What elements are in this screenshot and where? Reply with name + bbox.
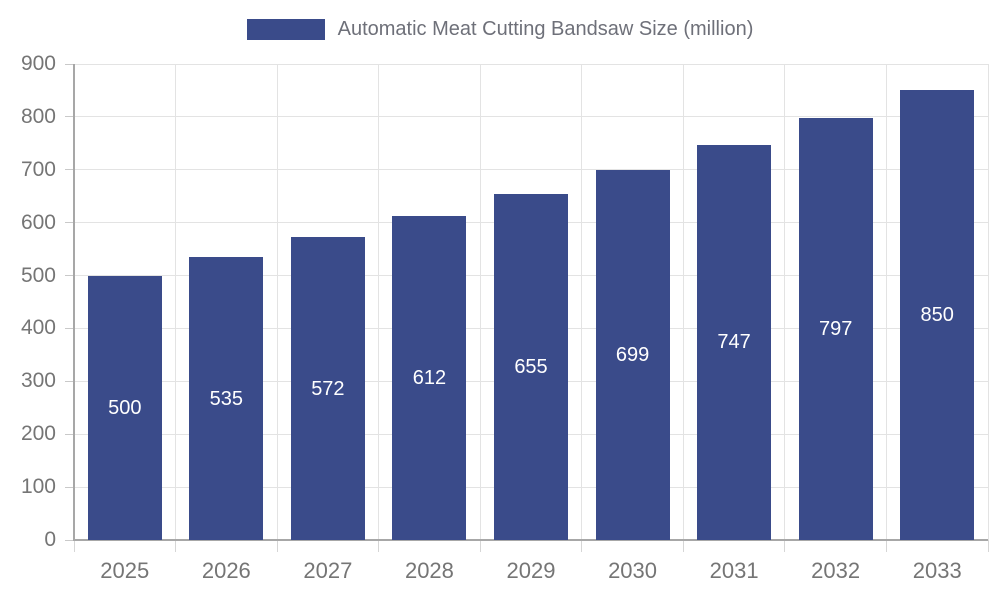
x-axis-tick: [581, 540, 583, 552]
x-tick-label: 2026: [201, 558, 251, 583]
bar-value-label: 535: [209, 387, 244, 410]
bar-value-label: 797: [818, 318, 853, 341]
y-tick-label: 100: [20, 475, 56, 499]
plot-area: 0 100 200 300 400 500 600 700 800 900 500 2025 535 20…: [21, 53, 989, 583]
y-axis-tick: [65, 275, 74, 277]
y-axis-tick: [65, 116, 74, 118]
bar-2030[interactable]: [595, 170, 670, 540]
x-boundary-gridline: [885, 64, 887, 540]
bar-value-label: 612: [412, 367, 447, 390]
x-axis-tick: [479, 540, 481, 552]
x-axis-tick: [73, 540, 75, 552]
x-tick-label: 2025: [100, 558, 150, 583]
x-tick-label: 2033: [912, 558, 962, 583]
y-axis-line: [73, 64, 75, 541]
x-tick-label: 2027: [303, 558, 353, 583]
bar-value-label: 699: [615, 344, 650, 367]
y-axis-tick: [65, 539, 74, 541]
x-boundary-gridline: [987, 64, 989, 540]
bar-value-label: 747: [717, 331, 751, 354]
x-tick-label: 2029: [506, 558, 556, 583]
y-tick-label: 900: [20, 52, 56, 75]
x-tick-label: 2032: [811, 558, 861, 583]
x-boundary-gridline: [479, 64, 481, 540]
y-gridline: [74, 63, 988, 65]
bar-2028[interactable]: [392, 216, 467, 540]
x-axis-tick: [175, 540, 177, 552]
y-axis-tick: [65, 169, 74, 171]
legend-swatch: [246, 19, 325, 40]
legend-item[interactable]: Automatic Meat Cutting Bandsaw Size (mil…: [0, 18, 1000, 41]
y-tick-label: 800: [20, 104, 56, 128]
y-axis-tick: [65, 380, 74, 382]
bar-value-label: 500: [108, 396, 142, 419]
y-gridline: [74, 169, 988, 171]
x-boundary-gridline: [378, 64, 380, 540]
y-tick-label: 500: [20, 263, 56, 287]
bar-2025[interactable]: [87, 275, 162, 540]
bar-2031[interactable]: [697, 144, 772, 540]
x-axis-tick: [987, 540, 989, 552]
x-boundary-gridline: [581, 64, 583, 540]
bar-value-label: 850: [920, 304, 954, 327]
y-gridline: [74, 116, 988, 118]
bar-2029[interactable]: [494, 193, 568, 540]
bar-2027[interactable]: [290, 237, 365, 540]
bar-2032[interactable]: [798, 118, 873, 540]
y-axis-tick: [65, 327, 74, 329]
y-tick-label: 0: [44, 528, 56, 551]
x-axis-tick: [682, 540, 684, 552]
bar-2026[interactable]: [189, 257, 264, 540]
x-boundary-gridline: [784, 64, 786, 540]
x-axis-tick: [885, 540, 887, 552]
x-boundary-gridline: [682, 64, 684, 540]
x-tick-label: 2028: [404, 558, 454, 583]
legend-label: Automatic Meat Cutting Bandsaw Size (mil…: [337, 18, 754, 40]
y-tick-label: 200: [20, 422, 56, 446]
bar-value-label: 572: [311, 377, 345, 400]
x-axis-line: [73, 539, 988, 541]
y-tick-label: 700: [20, 157, 56, 181]
y-axis-tick: [65, 433, 74, 435]
bar-value-label: 655: [514, 355, 548, 378]
x-axis-tick: [784, 540, 786, 552]
y-tick-label: 300: [20, 369, 56, 393]
y-axis-tick: [65, 486, 74, 488]
x-boundary-gridline: [276, 64, 278, 540]
y-axis-tick: [65, 63, 74, 65]
x-boundary-gridline: [175, 64, 177, 540]
x-tick-label: 2031: [709, 558, 759, 583]
y-axis-tick: [65, 222, 74, 224]
x-tick-label: 2030: [608, 558, 658, 583]
y-tick-label: 600: [20, 210, 56, 234]
x-axis-tick: [276, 540, 278, 552]
x-axis-tick: [378, 540, 380, 552]
bar-2033[interactable]: [900, 90, 975, 540]
y-tick-label: 400: [20, 316, 56, 340]
